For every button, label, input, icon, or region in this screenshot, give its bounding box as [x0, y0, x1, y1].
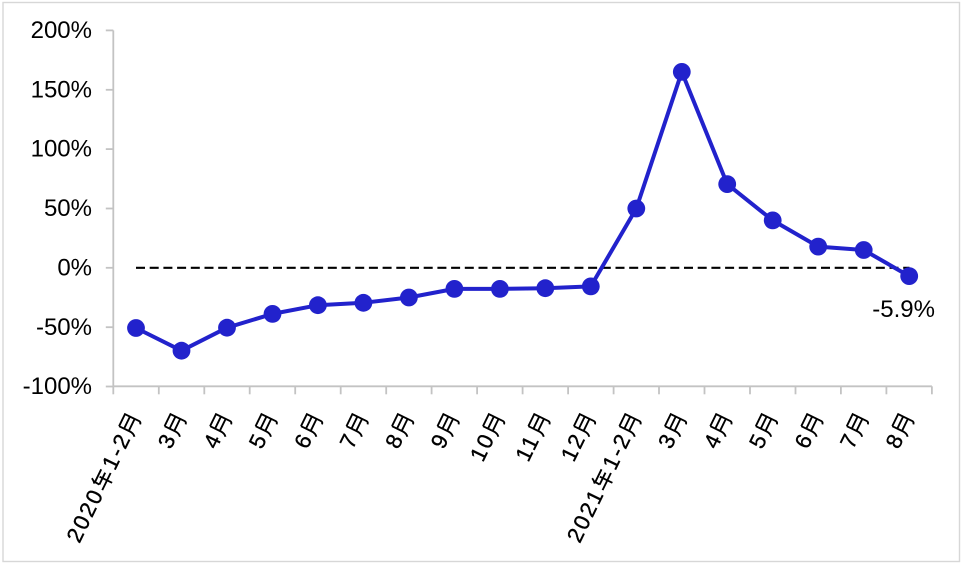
svg-text:50%: 50%	[44, 195, 92, 222]
svg-text:150%: 150%	[31, 76, 92, 103]
svg-text:0%: 0%	[57, 254, 92, 281]
svg-text:100%: 100%	[31, 136, 92, 163]
svg-text:-50%: -50%	[36, 314, 92, 341]
svg-text:-100%: -100%	[23, 373, 92, 400]
svg-text:-5.9%: -5.9%	[872, 296, 935, 323]
svg-text:200%: 200%	[31, 17, 92, 44]
